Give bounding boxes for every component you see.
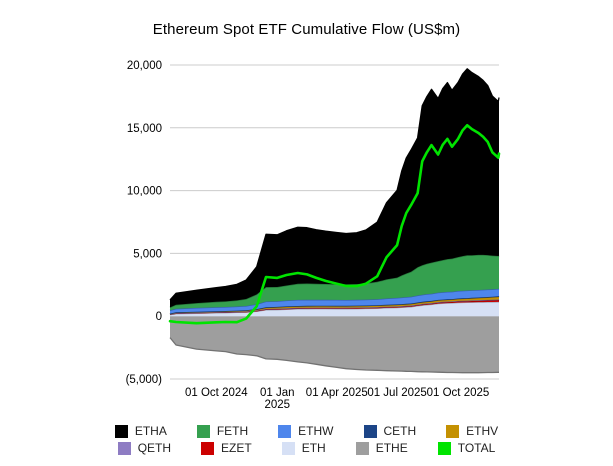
legend-label-ethv: ETHV [466, 424, 499, 438]
y-axis-tick-label: (5,000) [126, 374, 163, 386]
series-line-total [168, 124, 501, 325]
series-area-etha [170, 68, 499, 308]
x-axis-tick-label: 2025 [264, 399, 290, 411]
legend-label-feth: FETH [216, 424, 249, 438]
legend-item-ethe: ETHE [355, 441, 408, 455]
series-edge-ethe [169, 337, 499, 374]
legend-swatch-ezet [201, 441, 215, 455]
x-axis-tick-label: 01 Apr 2025 [306, 387, 368, 399]
legend-label-etha: ETHA [134, 424, 167, 438]
legend-swatch-total [437, 441, 451, 455]
y-axis-tick-label: 10,000 [127, 186, 162, 198]
legend-swatch-ethe [355, 441, 369, 455]
legend-item-eth: ETH [281, 441, 326, 455]
legend-item-ethw: ETHW [278, 424, 334, 438]
legend-swatch-ethw [278, 424, 292, 438]
legend-label-ethe: ETHE [375, 441, 408, 455]
y-axis-tick-label: 5,000 [133, 248, 162, 260]
legend-swatch-eth [281, 441, 295, 455]
legend-item-feth: FETH [196, 424, 249, 438]
legend-swatch-ethv [446, 424, 460, 438]
y-axis-tick-label: 15,000 [127, 123, 162, 135]
series-ethe [169, 316, 499, 374]
series-etha [169, 68, 500, 308]
legend-swatch-qeth [117, 441, 131, 455]
legend-swatch-feth [196, 424, 210, 438]
legend-label-ethw: ETHW [298, 424, 334, 438]
legend-row: ETHA FETH ETHW CETH ETHV [114, 424, 498, 438]
series-edge-etha [169, 68, 500, 301]
legend-item-etha: ETHA [114, 424, 167, 438]
legend-item-total: TOTAL [437, 441, 496, 455]
chart-legend: ETHA FETH ETHW CETH ETHV QETH EZET ETH ETHE TOTAL [0, 424, 613, 455]
legend-swatch-ceth [363, 424, 377, 438]
legend-label-total: TOTAL [457, 441, 496, 455]
x-axis-tick-label: 01 Oct 2025 [427, 387, 490, 399]
legend-label-ceth: CETH [383, 424, 417, 438]
cumulative-flow-stacked-area-chart: 20,000 15,000 10,000 5,000 0 (5,000) 01 Oct 20… [126, 60, 501, 411]
legend-item-qeth: QETH [117, 441, 172, 455]
y-axis-tick-label: 0 [156, 311, 162, 323]
series-area-ethe [170, 316, 499, 373]
x-axis-tick-label: 01 Oct 2024 [185, 387, 248, 399]
legend-item-ezet: EZET [201, 441, 252, 455]
legend-swatch-etha [114, 424, 128, 438]
x-axis-tick-label: 01 Jul 2025 [367, 387, 426, 399]
x-axis-tick-label: 01 Jan [260, 387, 295, 399]
chart-title: Ethereum Spot ETF Cumulative Flow (US$m) [152, 21, 461, 38]
legend-item-ethv: ETHV [446, 424, 498, 438]
legend-row: QETH EZET ETH ETHE TOTAL [117, 441, 496, 455]
legend-label-eth: ETH [301, 441, 326, 455]
y-axis-tick-label: 20,000 [127, 60, 162, 72]
legend-label-ezet: EZET [221, 441, 252, 455]
legend-item-ceth: CETH [363, 424, 417, 438]
legend-label-qeth: QETH [137, 441, 172, 455]
series-area-ethw [170, 288, 499, 314]
